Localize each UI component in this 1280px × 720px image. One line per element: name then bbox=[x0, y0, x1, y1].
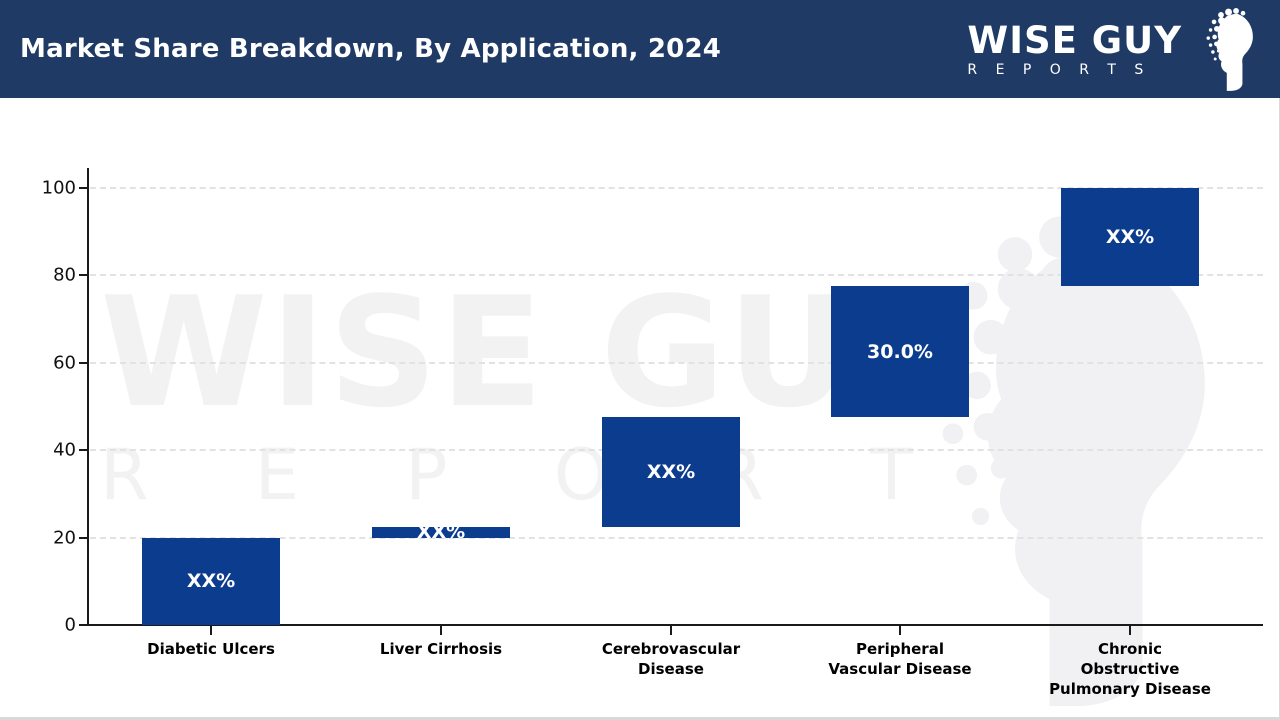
gridline-100 bbox=[90, 186, 1263, 189]
y-axis-spine bbox=[87, 168, 89, 625]
x-category-label-3: Peripheral Vascular Disease bbox=[828, 640, 972, 678]
bar-label-3: 30.0% bbox=[867, 340, 933, 363]
brand-logo: WISE GUY R E P O R T S bbox=[967, 8, 1258, 92]
bar-label-2: XX% bbox=[646, 460, 696, 483]
bar-label-0: XX% bbox=[186, 570, 236, 593]
y-tick-60 bbox=[79, 361, 88, 364]
watermark-subtitle: R E P O R T S bbox=[100, 434, 1064, 516]
y-tick-80 bbox=[79, 274, 88, 276]
gridline-20 bbox=[90, 536, 1263, 539]
brand-name: WISE GUY bbox=[967, 19, 1182, 62]
y-tick-20 bbox=[79, 536, 88, 539]
x-tick-4 bbox=[1129, 626, 1131, 635]
brand-face-icon bbox=[1206, 8, 1253, 91]
y-tick-label-80: 80 bbox=[53, 264, 76, 286]
bar-3: 30.0% bbox=[831, 285, 969, 418]
x-category-label-1: Liver Cirrhosis bbox=[379, 640, 503, 658]
x-tick-3 bbox=[899, 626, 901, 635]
watermark-text: WISE GUY R E P O R T S bbox=[100, 264, 1064, 516]
bar-label-4: XX% bbox=[1105, 225, 1155, 248]
bar-1: XX% bbox=[372, 521, 510, 543]
page-title: Market Share Breakdown, By Application, … bbox=[20, 34, 722, 64]
y-tick-label-60: 60 bbox=[53, 352, 76, 373]
x-category-label-0: Diabetic Ulcers bbox=[147, 640, 275, 658]
watermark-name: WISE GUY bbox=[100, 264, 965, 441]
brand-logo-text: WISE GUY R E P O R T S bbox=[967, 19, 1182, 79]
x-tick-2 bbox=[670, 626, 672, 635]
x-tick-0 bbox=[210, 626, 212, 635]
x-category-label-2: Cerebrovascular Disease bbox=[601, 640, 741, 678]
x-category-label-4: Chronic Obstructive Pulmonary Disease bbox=[1049, 640, 1211, 698]
gridline-60 bbox=[90, 361, 1263, 364]
bar-0: XX% bbox=[142, 537, 280, 625]
y-tick-100 bbox=[79, 186, 88, 189]
y-tick-label-100: 100 bbox=[41, 177, 76, 198]
header-banner: Market Share Breakdown, By Application, … bbox=[0, 0, 1280, 98]
y-tick-label-20: 20 bbox=[53, 527, 76, 548]
x-axis-spine bbox=[87, 624, 1263, 626]
y-tick-0 bbox=[79, 624, 88, 626]
y-tick-40 bbox=[79, 449, 88, 451]
bar-2: XX% bbox=[602, 417, 740, 527]
chart: WISE GUY R E P O R T S 0 20 40 60 80 100 XX% XX… bbox=[0, 98, 1280, 717]
x-tick-1 bbox=[440, 626, 442, 635]
bar-4: XX% bbox=[1061, 187, 1199, 286]
y-tick-label-40: 40 bbox=[53, 439, 76, 461]
bar-label-1: XX% bbox=[416, 521, 466, 544]
brand-subtitle: R E P O R T S bbox=[967, 62, 1151, 78]
y-tick-label-0: 0 bbox=[64, 614, 76, 636]
gridline-80 bbox=[90, 274, 1263, 276]
